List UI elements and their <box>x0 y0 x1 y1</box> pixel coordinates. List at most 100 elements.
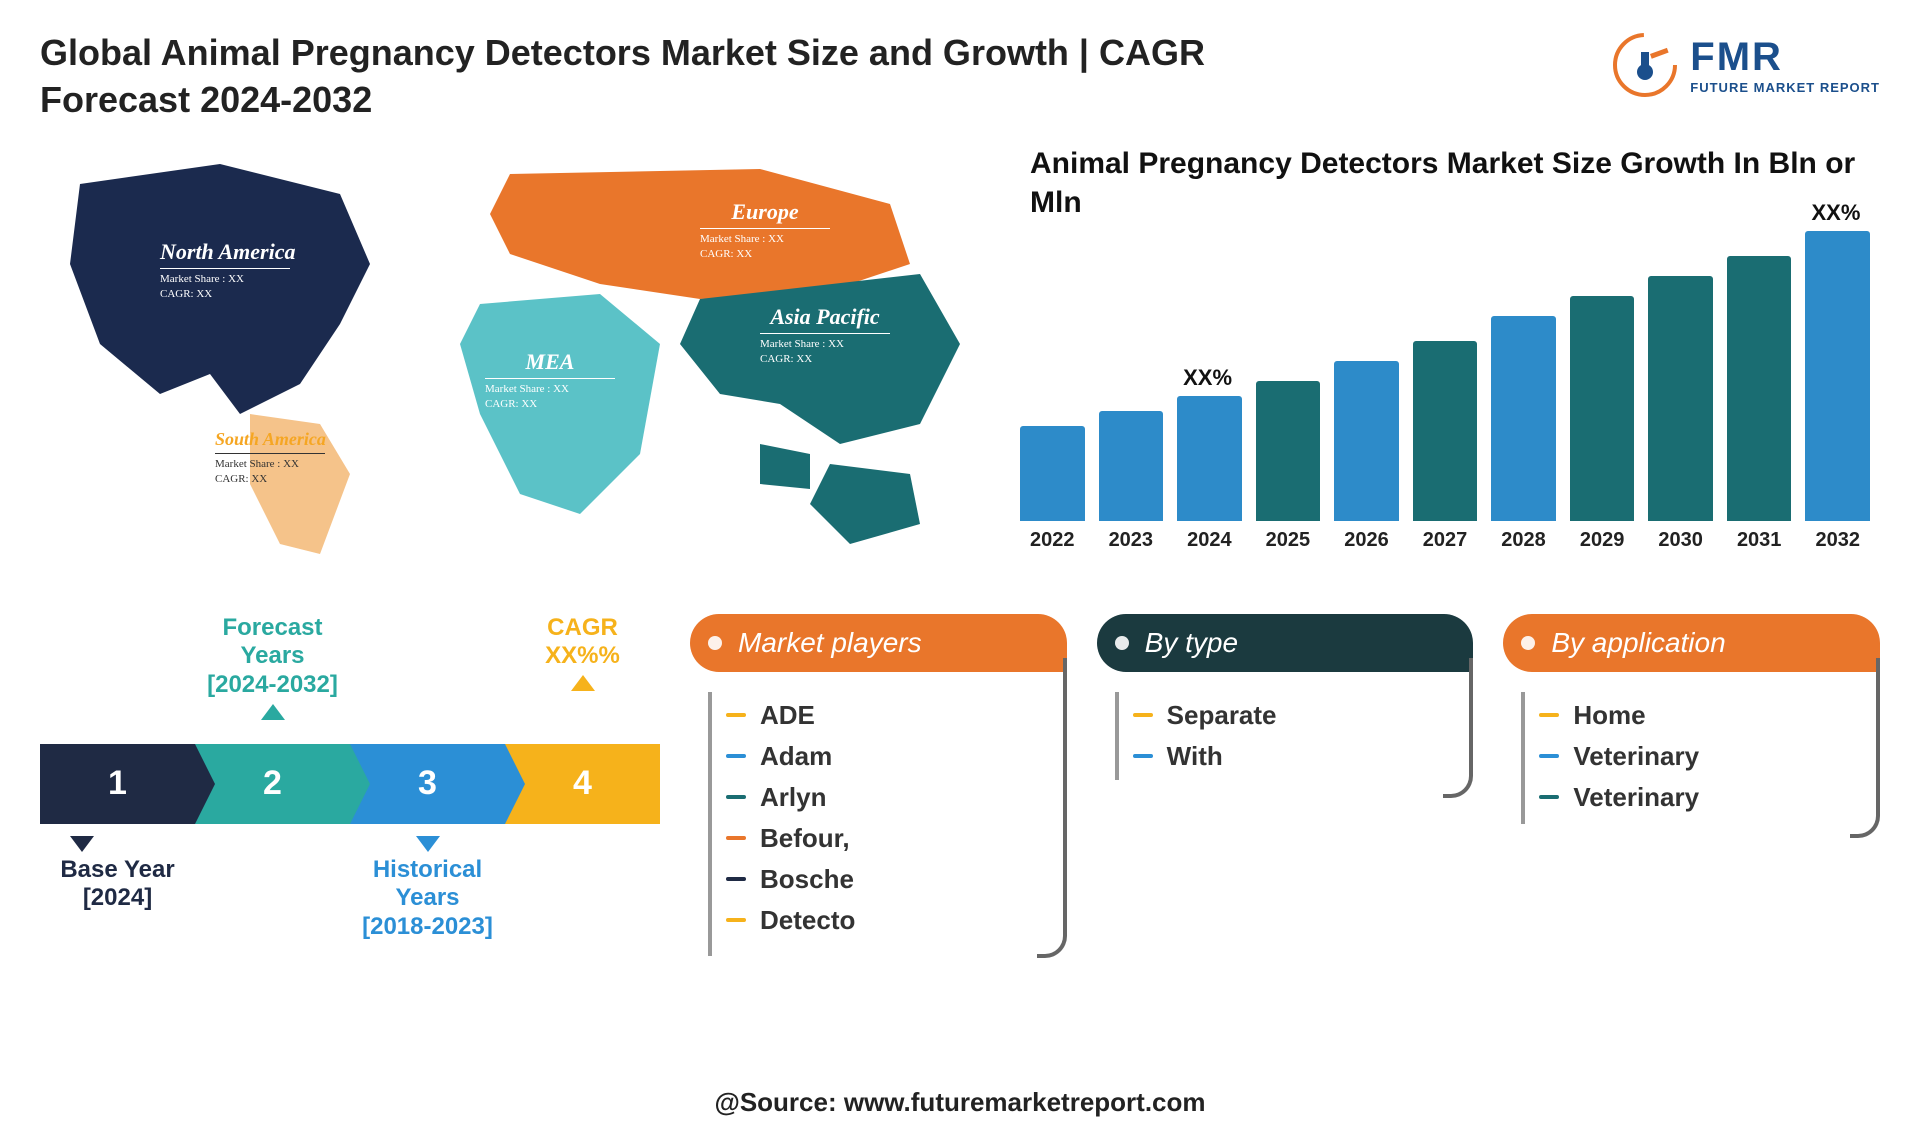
list-item: With <box>1133 741 1474 772</box>
bar-year-label: 2027 <box>1423 529 1468 552</box>
bar-year-label: 2032 <box>1815 529 1860 552</box>
bar-column: 2032XX% <box>1805 231 1870 552</box>
by-application-column: By application Home Veterinary Veterinary <box>1503 614 1880 813</box>
historical-label: Historical Years <box>350 856 505 914</box>
bar-rect <box>1099 411 1164 521</box>
timeline-strip: 1234 <box>40 744 660 824</box>
region-cagr: CAGR: XX <box>485 397 615 412</box>
region-label-ap: Asia Pacific Market Share : XX CAGR: XX <box>760 304 890 368</box>
region-cagr: CAGR: XX <box>760 352 890 367</box>
base-range: [2024] <box>40 884 195 913</box>
region-name: MEA <box>485 349 615 375</box>
region-share: Market Share : XX <box>700 232 830 247</box>
logo: FMR FUTURE MARKET REPORT <box>1610 30 1880 100</box>
region-cagr: CAGR: XX <box>160 287 295 302</box>
region-label-mea: MEA Market Share : XX CAGR: XX <box>485 349 615 413</box>
bar-tag-2032: XX% <box>1811 200 1860 226</box>
list-item-text: ADE <box>760 700 815 731</box>
timeline: Forecast Years [2024-2032] CAGR XX%% 123… <box>40 614 660 942</box>
bar-rect <box>1020 426 1085 521</box>
list-item: Befour, <box>726 823 1067 854</box>
bar-year-label: 2030 <box>1658 529 1703 552</box>
pill-connector <box>1521 692 1525 824</box>
tick-icon <box>1133 713 1153 717</box>
region-label-eu: Europe Market Share : XX CAGR: XX <box>700 199 830 263</box>
tick-icon <box>1539 713 1559 717</box>
list-item: Arlyn <box>726 782 1067 813</box>
bar-column: 2023 <box>1099 411 1164 552</box>
pill-title: By application <box>1551 627 1725 659</box>
players-list: ADE Adam Arlyn Befour, Bosche Detecto <box>690 700 1067 936</box>
logo-main-text: FMR <box>1690 35 1880 80</box>
list-item: Veterinary <box>1539 741 1880 772</box>
pill-connector <box>708 692 712 956</box>
tick-icon <box>1539 795 1559 799</box>
list-item-text: Arlyn <box>760 782 826 813</box>
tick-icon <box>726 918 746 922</box>
pill-dot-icon <box>1521 636 1535 650</box>
region-cagr: CAGR: XX <box>215 472 326 487</box>
by-application-pill: By application <box>1503 614 1880 672</box>
list-item-text: Bosche <box>760 864 854 895</box>
region-share: Market Share : XX <box>215 457 326 472</box>
bar-tag-2024: XX% <box>1183 365 1232 391</box>
list-item: Adam <box>726 741 1067 772</box>
bar-column: 2029 <box>1570 296 1635 552</box>
bar-chart: Animal Pregnancy Detectors Market Size G… <box>1010 144 1880 564</box>
bar-year-label: 2028 <box>1501 529 1546 552</box>
timeline-segment: 4 <box>505 744 660 824</box>
bar-rect <box>1727 256 1792 521</box>
fmr-logo-icon <box>1610 30 1680 100</box>
bar-column: 2025 <box>1256 381 1321 552</box>
bar-column: 2031 <box>1727 256 1792 552</box>
bar-column: 2028 <box>1491 316 1556 552</box>
bar-year-label: 2026 <box>1344 529 1389 552</box>
cagr-label: CAGR <box>505 614 660 643</box>
list-item-text: Veterinary <box>1573 741 1699 772</box>
bar-rect <box>1334 361 1399 521</box>
region-name: Asia Pacific <box>760 304 890 330</box>
region-share: Market Share : XX <box>485 382 615 397</box>
cagr-value: XX%% <box>505 642 660 671</box>
by-type-pill: By type <box>1097 614 1474 672</box>
list-item-text: With <box>1167 741 1223 772</box>
market-players-column: Market players ADE Adam Arlyn Befour, Bosche… <box>690 614 1067 936</box>
list-item-text: Home <box>1573 700 1645 731</box>
bar-rect <box>1256 381 1321 521</box>
market-players-pill: Market players <box>690 614 1067 672</box>
bar-year-label: 2025 <box>1266 529 1311 552</box>
tick-icon <box>726 877 746 881</box>
pill-title: By type <box>1145 627 1238 659</box>
bar-rect <box>1413 341 1478 521</box>
list-item: Home <box>1539 700 1880 731</box>
bar-rect <box>1570 296 1635 521</box>
pill-dot-icon <box>1115 636 1129 650</box>
bar-rect <box>1648 276 1713 521</box>
tick-icon <box>726 836 746 840</box>
tick-icon <box>726 795 746 799</box>
region-label-na: North America Market Share : XX CAGR: XX <box>160 239 295 303</box>
pill-tail <box>1443 658 1473 798</box>
list-item-text: Veterinary <box>1573 782 1699 813</box>
bar-year-label: 2024 <box>1187 529 1232 552</box>
bars-container: 2022 2023 2024 XX% 2025 2026 2027 2028 2029 2030 2… <box>1010 232 1880 552</box>
bar-year-label: 2029 <box>1580 529 1625 552</box>
timeline-segment: 3 <box>350 744 505 824</box>
bar-year-label: 2022 <box>1030 529 1075 552</box>
list-item-text: Separate <box>1167 700 1277 731</box>
logo-sub-text: FUTURE MARKET REPORT <box>1690 80 1880 95</box>
list-item-text: Detecto <box>760 905 855 936</box>
region-share: Market Share : XX <box>160 272 295 287</box>
bar-year-label: 2031 <box>1737 529 1782 552</box>
tick-icon <box>1539 754 1559 758</box>
region-name: South America <box>215 429 326 450</box>
bar-column: 2030 <box>1648 276 1713 552</box>
list-item-text: Befour, <box>760 823 850 854</box>
region-name: North America <box>160 239 295 265</box>
pill-tail <box>1850 658 1880 838</box>
tick-icon <box>726 754 746 758</box>
chart-title: Animal Pregnancy Detectors Market Size G… <box>1030 144 1880 222</box>
timeline-segment: 2 <box>195 744 350 824</box>
base-label: Base Year <box>40 856 195 885</box>
bar-column: 2027 <box>1413 341 1478 552</box>
